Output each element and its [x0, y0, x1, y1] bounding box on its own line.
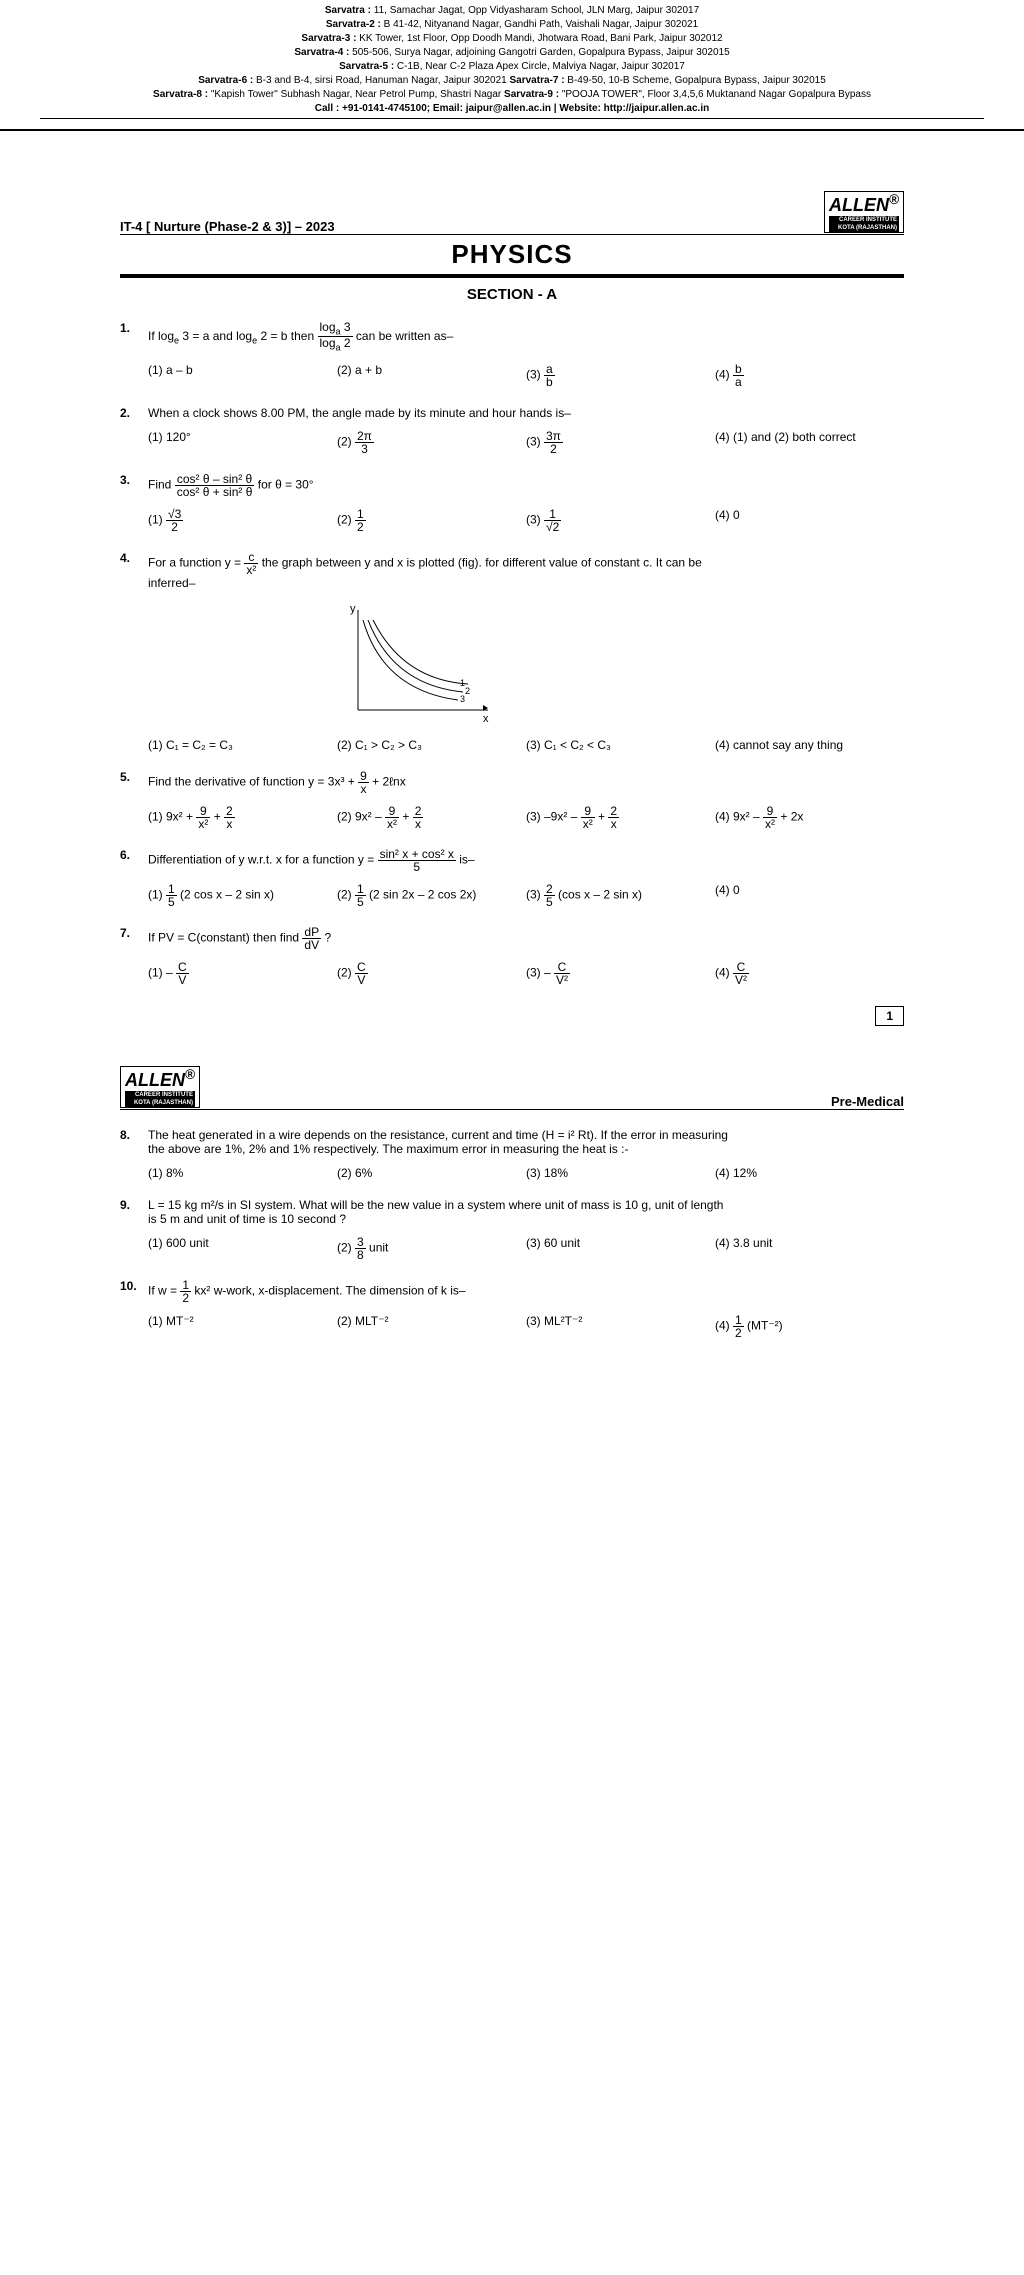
q1-opt4: (4) ba [715, 363, 904, 388]
q7-opt2: (2) CV [337, 961, 526, 986]
q4-opt1: (1) C₁ = C₂ = C₃ [148, 738, 337, 752]
q2-opt1: (1) 120° [148, 430, 337, 455]
q6-text: Differentiation of y w.r.t. x for a func… [148, 848, 904, 873]
page2-header: ALLEN® CAREER INSTITUTE KOTA (RAJASTHAN)… [120, 1066, 904, 1110]
q4-text: For a function y = cx² the graph between… [148, 551, 904, 590]
page-number: 1 [875, 1006, 904, 1026]
subject-title: PHYSICS [120, 235, 904, 274]
q1-opt3: (3) ab [526, 363, 715, 388]
q10-opt1: (1) MT⁻² [148, 1314, 337, 1339]
q8-opt3: (3) 18% [526, 1166, 715, 1180]
q8-text: The heat generated in a wire depends on … [148, 1128, 904, 1156]
addr-line: Sarvatra-5 : C-1B, Near C-2 Plaza Apex C… [40, 60, 984, 74]
q2-opt4: (4) (1) and (2) both correct [715, 430, 904, 455]
q1-opt2: (2) a + b [337, 363, 526, 388]
svg-text:3: 3 [460, 694, 465, 704]
brand-logo-2: ALLEN® CAREER INSTITUTE KOTA (RAJASTHAN) [120, 1066, 200, 1109]
svg-text:2: 2 [465, 686, 470, 696]
paper-code: IT-4 [ Nurture (Phase-2 & 3)] – 2023 [120, 219, 335, 234]
q10-text: If w = 12 kx² w-work, x-displacement. Th… [148, 1279, 904, 1304]
page-number-box: 1 [120, 1006, 904, 1026]
paper-header: IT-4 [ Nurture (Phase-2 & 3)] – 2023 ALL… [120, 191, 904, 235]
question-4: 4. For a function y = cx² the graph betw… [120, 551, 904, 752]
q7-text: If PV = C(constant) then find dPdV ? [148, 926, 904, 951]
q6-opt4: (4) 0 [715, 883, 904, 908]
q3-opt4: (4) 0 [715, 508, 904, 533]
q9-opt4: (4) 3.8 unit [715, 1236, 904, 1261]
q9-opt3: (3) 60 unit [526, 1236, 715, 1261]
q5-opt2: (2) 9x² – 9x² + 2x [337, 805, 526, 830]
q9-opt1: (1) 600 unit [148, 1236, 337, 1261]
q4-graph: y x 1 2 3 [328, 600, 498, 730]
q8-opt2: (2) 6% [337, 1166, 526, 1180]
addr-line: Sarvatra-6 : B-3 and B-4, sirsi Road, Ha… [40, 74, 984, 88]
q4-opt2: (2) C₁ > C₂ > C₃ [337, 738, 526, 752]
question-5: 5. Find the derivative of function y = 3… [120, 770, 904, 830]
q2-opt2: (2) 2π3 [337, 430, 526, 455]
question-8: 8. The heat generated in a wire depends … [120, 1128, 904, 1180]
q1-opt1: (1) a – b [148, 363, 337, 388]
q10-opt3: (3) ML²T⁻² [526, 1314, 715, 1339]
question-3: 3. Find cos² θ – sin² θcos² θ + sin² θ f… [120, 473, 904, 533]
q7-opt4: (4) CV² [715, 961, 904, 986]
q3-opt2: (2) 12 [337, 508, 526, 533]
q6-opt1: (1) 15 (2 cos x – 2 sin x) [148, 883, 337, 908]
addr-line: Sarvatra-4 : 505-506, Surya Nagar, adjoi… [40, 46, 984, 60]
svg-text:x: x [483, 713, 489, 725]
q3-text: Find cos² θ – sin² θcos² θ + sin² θ for … [148, 473, 904, 498]
question-9: 9. L = 15 kg m²/s in SI system. What wil… [120, 1198, 904, 1261]
q2-text: When a clock shows 8.00 PM, the angle ma… [148, 406, 904, 420]
address-header: Sarvatra : 11, Samachar Jagat, Opp Vidya… [0, 0, 1024, 131]
q5-opt1: (1) 9x² + 9x² + 2x [148, 805, 337, 830]
q2-opt3: (3) 3π2 [526, 430, 715, 455]
pre-medical-label: Pre-Medical [831, 1094, 904, 1109]
q3-opt3: (3) 1√2 [526, 508, 715, 533]
divider [120, 274, 904, 278]
q9-opt2: (2) 38 unit [337, 1236, 526, 1261]
q5-opt4: (4) 9x² – 9x² + 2x [715, 805, 904, 830]
q5-opt3: (3) –9x² – 9x² + 2x [526, 805, 715, 830]
section-title: SECTION - A [120, 286, 904, 303]
q8-opt1: (1) 8% [148, 1166, 337, 1180]
question-10: 10. If w = 12 kx² w-work, x-displacement… [120, 1279, 904, 1339]
q4-opt3: (3) C₁ < C₂ < C₃ [526, 738, 715, 752]
q8-opt4: (4) 12% [715, 1166, 904, 1180]
question-2: 2. When a clock shows 8.00 PM, the angle… [120, 406, 904, 455]
q7-opt1: (1) – CV [148, 961, 337, 986]
contact-line: Call : +91-0141-4745100; Email: jaipur@a… [40, 102, 984, 116]
q10-opt4: (4) 12 (MT⁻²) [715, 1314, 904, 1339]
q10-opt2: (2) MLT⁻² [337, 1314, 526, 1339]
question-7: 7. If PV = C(constant) then find dPdV ? … [120, 926, 904, 986]
q9-text: L = 15 kg m²/s in SI system. What will b… [148, 1198, 904, 1226]
page-content: IT-4 [ Nurture (Phase-2 & 3)] – 2023 ALL… [0, 131, 1024, 1377]
addr-line: Sarvatra-8 : "Kapish Tower" Subhash Naga… [40, 88, 984, 102]
brand-logo: ALLEN® CAREER INSTITUTE KOTA (RAJASTHAN) [824, 191, 904, 234]
q7-opt3: (3) – CV² [526, 961, 715, 986]
addr-line: Sarvatra-3 : KK Tower, 1st Floor, Opp Do… [40, 32, 984, 46]
addr-line: Sarvatra : 11, Samachar Jagat, Opp Vidya… [40, 4, 984, 18]
q1-text: If loge 3 = a and loge 2 = b then loga 3… [148, 321, 904, 353]
q6-opt2: (2) 15 (2 sin 2x – 2 cos 2x) [337, 883, 526, 908]
question-1: 1. If loge 3 = a and loge 2 = b then log… [120, 321, 904, 388]
q5-text: Find the derivative of function y = 3x³ … [148, 770, 904, 795]
svg-text:y: y [350, 603, 356, 615]
q6-opt3: (3) 25 (cos x – 2 sin x) [526, 883, 715, 908]
q3-opt1: (1) √32 [148, 508, 337, 533]
question-6: 6. Differentiation of y w.r.t. x for a f… [120, 848, 904, 908]
addr-line: Sarvatra-2 : B 41-42, Nityanand Nagar, G… [40, 18, 984, 32]
q4-opt4: (4) cannot say any thing [715, 738, 904, 752]
